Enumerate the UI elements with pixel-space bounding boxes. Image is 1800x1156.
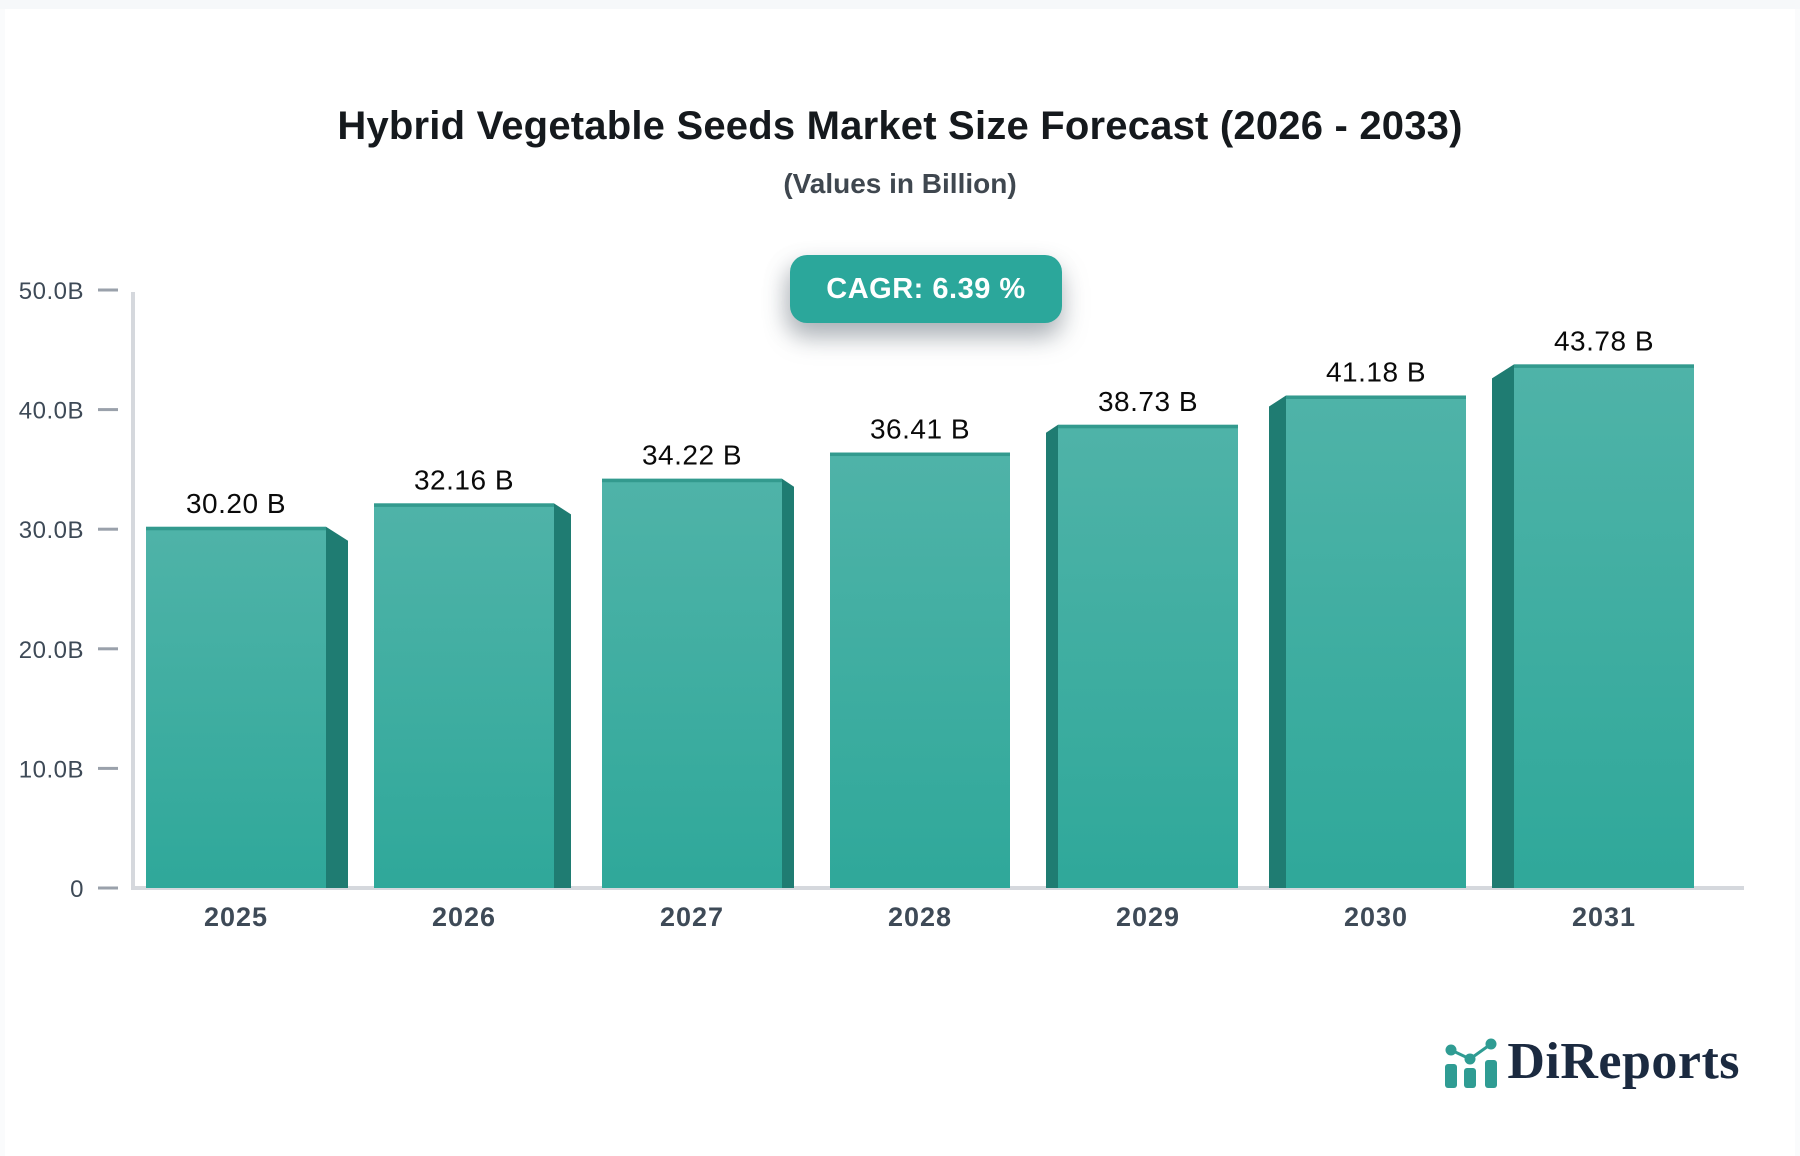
y-axis-tick-label: 50.0B: [19, 278, 84, 305]
bar: [146, 526, 326, 888]
y-axis-tick: [98, 886, 118, 890]
bar-3d-side: [1046, 424, 1058, 888]
bar-line-chart-icon: [1445, 1038, 1498, 1088]
bar: [1058, 424, 1238, 888]
bar-3d-side: [1492, 364, 1514, 888]
y-axis-tick-label: 0: [70, 876, 84, 903]
y-axis-tick: [98, 766, 118, 770]
bar-value-label: 32.16 B: [414, 464, 514, 495]
bar-value-label: 43.78 B: [1554, 325, 1654, 356]
logo-text: DiReports: [1507, 1033, 1740, 1090]
bar-top-edge: [146, 526, 326, 531]
cagr-badge-label: CAGR: 6.39 %: [826, 272, 1026, 305]
bar-3d-side: [782, 478, 794, 888]
bar-value-label: 36.41 B: [870, 414, 970, 445]
y-axis-tick-label: 40.0B: [19, 398, 84, 425]
bar: [602, 478, 782, 888]
y-axis-tick-label: 10.0B: [19, 756, 84, 783]
x-axis-label: 2025: [204, 902, 268, 932]
chart-subtitle: (Values in Billion): [783, 168, 1017, 199]
cagr-badge: CAGR: 6.39 %: [790, 255, 1062, 323]
bar-top-edge: [1514, 364, 1694, 368]
bar-top-edge: [374, 503, 554, 507]
bar: [1514, 364, 1694, 888]
bar-top-edge: [1286, 395, 1466, 399]
y-axis-line: [131, 292, 135, 888]
y-axis-tick: [98, 288, 118, 292]
bar-value-label: 41.18 B: [1326, 356, 1426, 387]
x-axis-label: 2026: [432, 902, 496, 932]
chart-title: Hybrid Vegetable Seeds Market Size Forec…: [337, 104, 1463, 148]
y-axis-tick: [98, 647, 118, 651]
x-axis-label: 2031: [1572, 902, 1636, 932]
bar-value-label: 34.22 B: [642, 440, 742, 471]
bar-top-edge: [830, 452, 1010, 457]
bar: [830, 452, 1010, 888]
y-axis-tick-label: 30.0B: [19, 517, 84, 544]
bar-value-label: 30.20 B: [186, 488, 286, 519]
bar: [1286, 395, 1466, 888]
bar: [374, 503, 554, 888]
y-axis-tick: [98, 408, 118, 412]
y-axis-tick-label: 20.0B: [19, 637, 84, 664]
bar-top-edge: [1058, 424, 1238, 429]
bar-3d-side: [326, 526, 348, 888]
bar-3d-side: [1269, 395, 1286, 888]
y-axis-tick: [98, 527, 118, 531]
bar-3d-side: [554, 503, 571, 888]
x-axis-label: 2029: [1116, 902, 1180, 932]
bar-top-edge: [602, 478, 782, 483]
x-axis-label: 2027: [660, 902, 724, 932]
x-axis-label: 2028: [888, 902, 952, 932]
direports-logo: DiReports: [1443, 1034, 1740, 1090]
x-axis-label: 2030: [1344, 902, 1408, 932]
bar-value-label: 38.73 B: [1098, 386, 1198, 417]
